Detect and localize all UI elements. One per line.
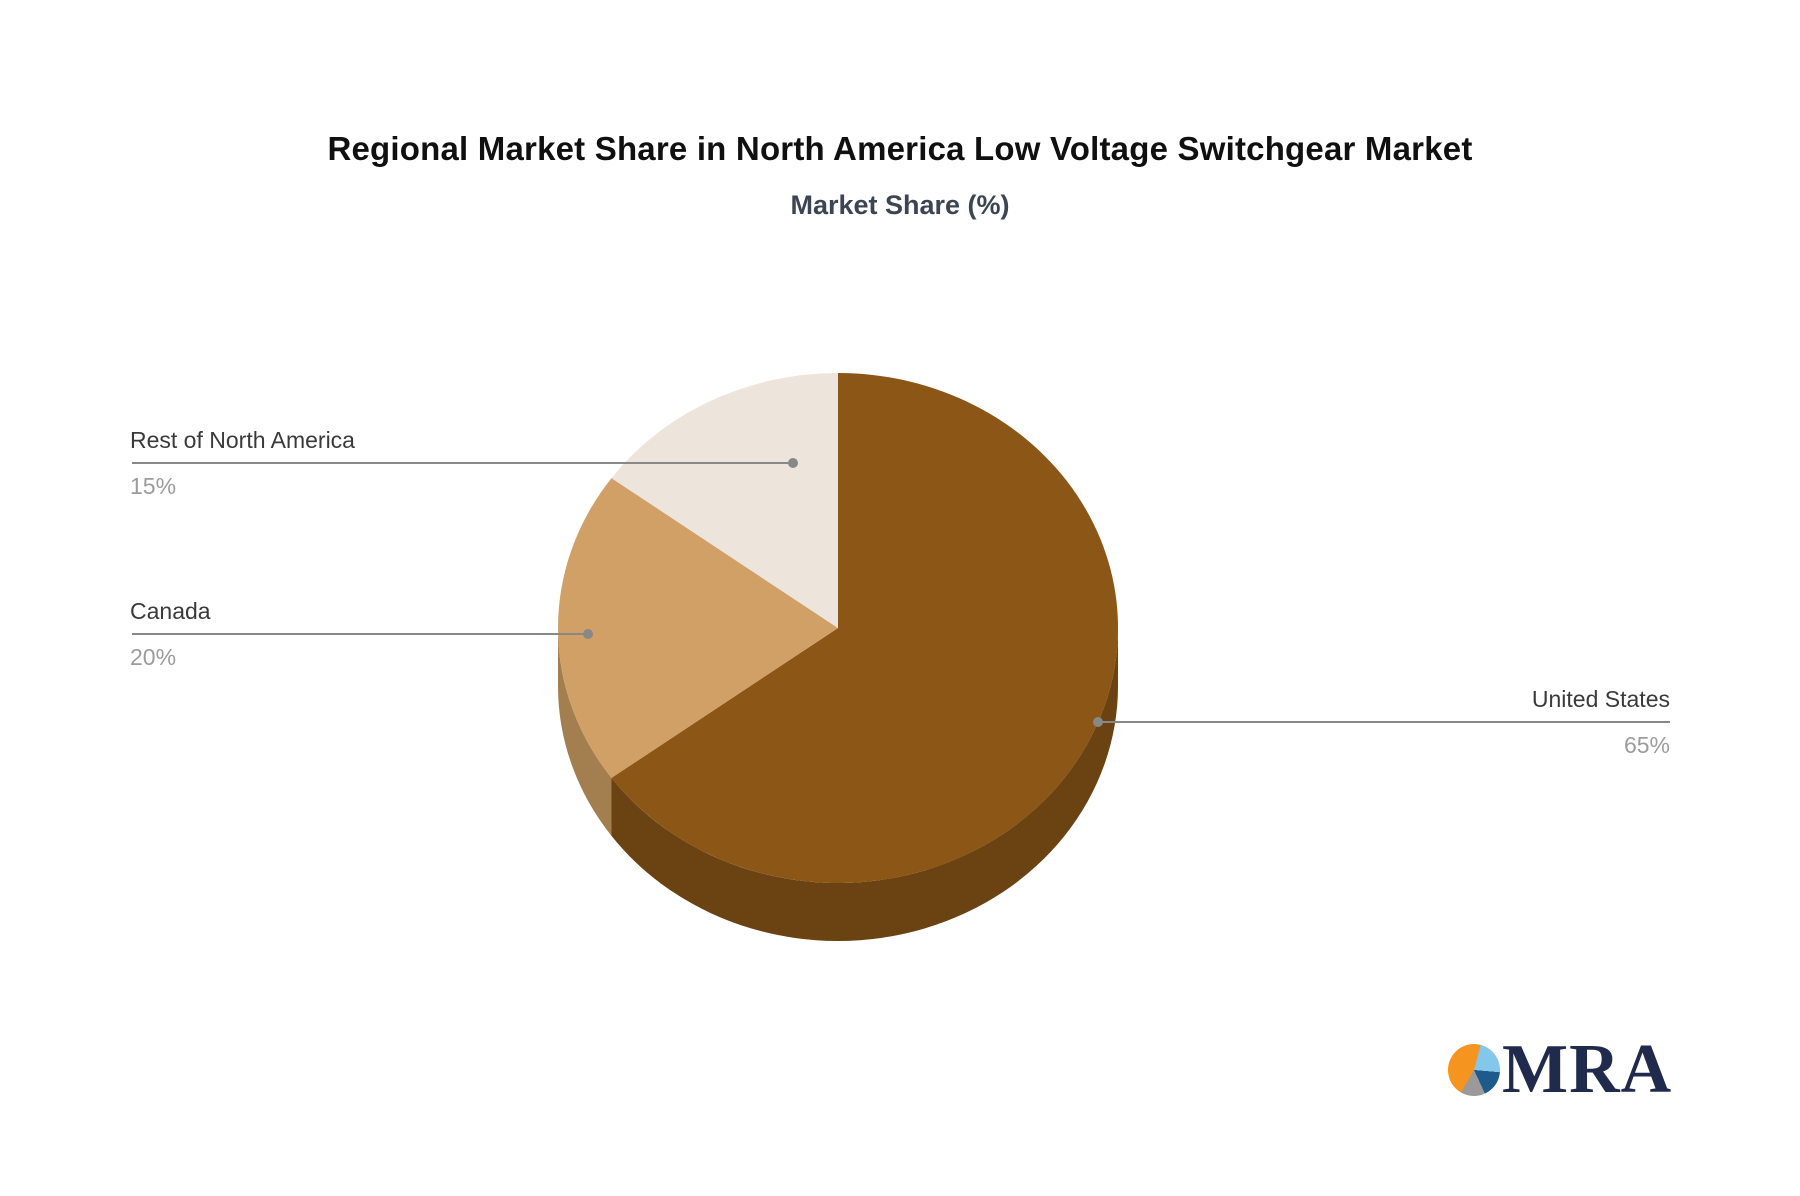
slice-percent-canada: 20% xyxy=(130,644,177,670)
slice-percent-united-states: 65% xyxy=(1623,732,1670,758)
pie-side-united-states xyxy=(611,628,1118,941)
slice-label-rest-of-north-america: Rest of North America xyxy=(130,427,355,453)
leader-dot-canada xyxy=(583,629,593,639)
slice-label-united-states: United States xyxy=(1531,686,1670,712)
pie-slice-rest-of-north-america[interactable] xyxy=(611,373,839,628)
slice-percent-rest-of-north-america: 15% xyxy=(130,473,177,499)
mra-logo-pie-icon xyxy=(1448,1044,1500,1096)
pie-slice-canada[interactable] xyxy=(558,478,838,778)
chart-title: Regional Market Share in North America L… xyxy=(327,130,1473,167)
mra-logo-text: MRA xyxy=(1502,1031,1673,1108)
leader-dot-rest-of-north-america xyxy=(788,458,798,468)
leader-dot-united-states xyxy=(1093,717,1103,727)
chart-subtitle: Market Share (%) xyxy=(790,190,1010,220)
pie-slice-united-states[interactable] xyxy=(611,373,1119,883)
slice-label-canada: Canada xyxy=(130,598,211,624)
pie-side-canada xyxy=(558,628,612,836)
mra-logo: MRA xyxy=(1448,1030,1708,1110)
